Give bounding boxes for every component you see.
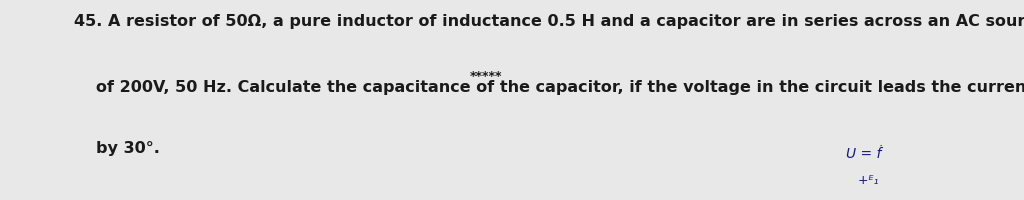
Text: U = ḟ: U = ḟ bbox=[846, 146, 882, 160]
Text: of 200V, 50 Hz. Calculate the capacitance of the capacitor, if the voltage in th: of 200V, 50 Hz. Calculate the capacitanc… bbox=[96, 80, 1024, 95]
Text: 45. A resistor of 50Ω, a pure inductor of inductance 0.5 H and a capacitor are i: 45. A resistor of 50Ω, a pure inductor o… bbox=[74, 14, 1024, 29]
Text: by 30°.: by 30°. bbox=[96, 140, 160, 155]
Text: *****: ***** bbox=[470, 70, 503, 82]
Text: +ᴱ₁: +ᴱ₁ bbox=[846, 173, 879, 186]
